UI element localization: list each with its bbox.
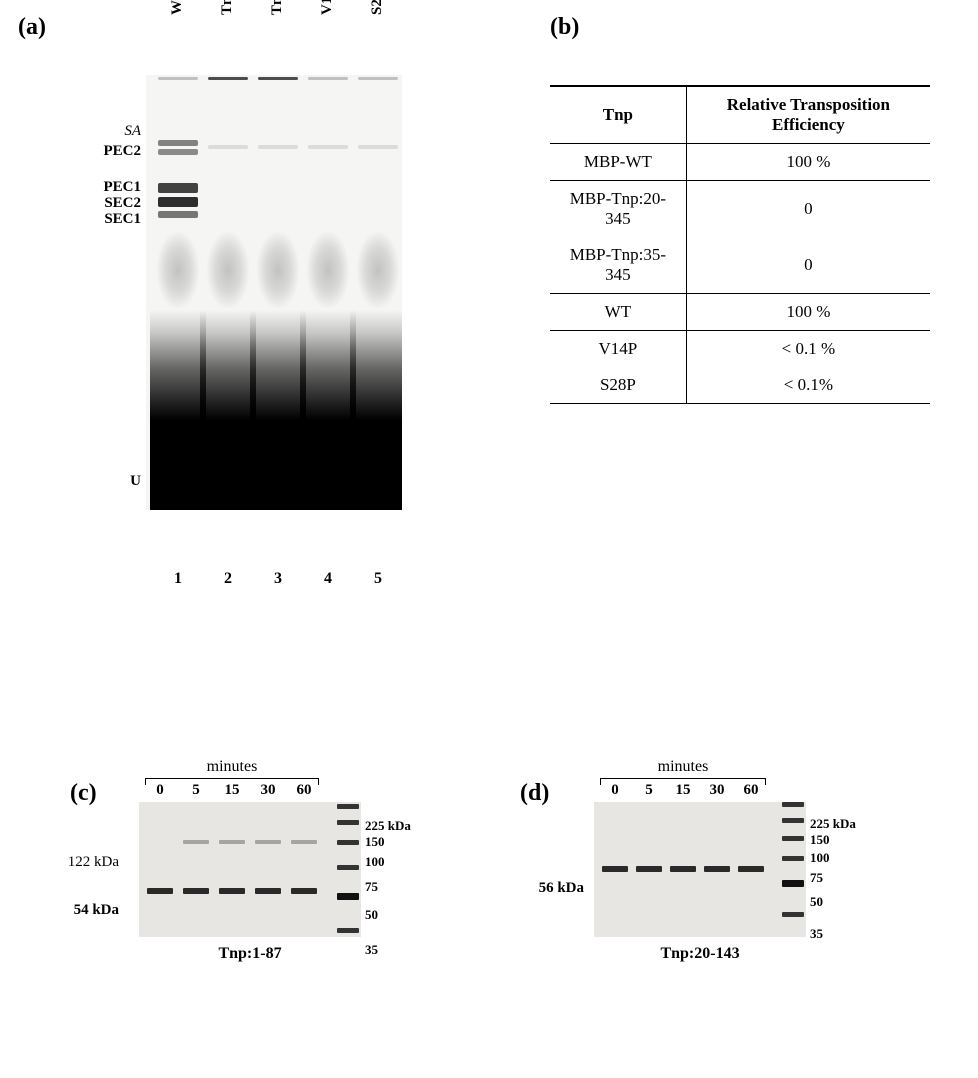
time-label: 15 — [666, 782, 700, 799]
mw-left-label: 122 kDa — [53, 854, 119, 871]
marker-label: 225 kDa — [365, 818, 411, 834]
time-label: 15 — [215, 782, 249, 799]
gel-a-image — [146, 75, 402, 510]
time-label: 0 — [143, 782, 177, 799]
marker-label: 150 — [365, 834, 385, 850]
marker-label: 50 — [365, 907, 378, 923]
marker-label: 75 — [365, 879, 378, 895]
marker-label: 100 — [365, 854, 385, 870]
gel-image — [139, 802, 361, 937]
minutes-label: minutes — [207, 758, 258, 776]
table-cell-efficiency: 100 % — [686, 144, 930, 181]
gel-a-lane-label: S28P — [369, 0, 386, 15]
panel-c-label: (c) — [70, 780, 97, 807]
table-cell-tnp: MBP-Tnp:35-345 — [550, 237, 686, 294]
table-cell-tnp: V14P — [550, 331, 686, 368]
marker-label: 50 — [810, 894, 823, 910]
panel-b-label: (b) — [550, 14, 579, 41]
table-header-tnp: Tnp — [550, 86, 686, 144]
marker-label: 35 — [810, 926, 823, 942]
efficiency-table: Tnp Relative Transposition Efficiency MB… — [550, 85, 930, 404]
time-label: 60 — [734, 782, 768, 799]
gel-caption: Tnp:1-87 — [139, 945, 361, 963]
gel-a-lane-number: 4 — [306, 570, 350, 588]
gel-a-lane-number: 1 — [156, 570, 200, 588]
gel-a-side-label: PEC2 — [81, 143, 141, 160]
table-cell-tnp: WT — [550, 294, 686, 331]
gel-a-lane-label: WT — [169, 0, 186, 15]
gel-a-side-label: SA — [81, 123, 141, 140]
table-header-efficiency: Relative Transposition Efficiency — [686, 86, 930, 144]
time-label: 30 — [251, 782, 285, 799]
mw-left-label: 54 kDa — [53, 902, 119, 919]
time-label: 5 — [179, 782, 213, 799]
table-cell-efficiency: 100 % — [686, 294, 930, 331]
table-cell-efficiency: 0 — [686, 237, 930, 294]
mw-left-label: 56 kDa — [518, 880, 584, 897]
panel-a-label: (a) — [18, 14, 46, 41]
marker-label: 150 — [810, 832, 830, 848]
time-label: 60 — [287, 782, 321, 799]
time-label: 30 — [700, 782, 734, 799]
gel-a-lane-number: 3 — [256, 570, 300, 588]
gel-a-side-label: U — [81, 473, 141, 490]
time-label: 5 — [632, 782, 666, 799]
gel-a-lane-number: 2 — [206, 570, 250, 588]
gel-image — [594, 802, 806, 937]
gel-a-side-label: SEC1 — [81, 211, 141, 228]
marker-label: 225 kDa — [810, 816, 856, 832]
marker-label: 75 — [810, 870, 823, 886]
gel-a-lane-number: 5 — [356, 570, 400, 588]
gel-a-lane-label: V14P — [319, 0, 336, 15]
gel-a-side-label: PEC1 — [81, 179, 141, 196]
table-cell-tnp: MBP-Tnp:20-345 — [550, 181, 686, 238]
gel-panel-a: WTTnp:20-345Tnp:35-345V14PS28P SAPEC2PEC… — [146, 75, 402, 545]
table-cell-efficiency: < 0.1% — [686, 367, 930, 404]
minutes-label: minutes — [658, 758, 709, 776]
table-cell-efficiency: < 0.1 % — [686, 331, 930, 368]
panel-d-label: (d) — [520, 780, 549, 807]
gel-a-lane-label: Tnp:20-345 — [219, 0, 236, 15]
table-cell-efficiency: 0 — [686, 181, 930, 238]
marker-label: 100 — [810, 850, 830, 866]
gel-a-lane-label: Tnp:35-345 — [269, 0, 286, 15]
gel-a-side-label: SEC2 — [81, 195, 141, 212]
table-cell-tnp: MBP-WT — [550, 144, 686, 181]
table-cell-tnp: S28P — [550, 367, 686, 404]
marker-label: 35 — [365, 942, 378, 958]
time-label: 0 — [598, 782, 632, 799]
gel-caption: Tnp:20-143 — [594, 945, 806, 963]
